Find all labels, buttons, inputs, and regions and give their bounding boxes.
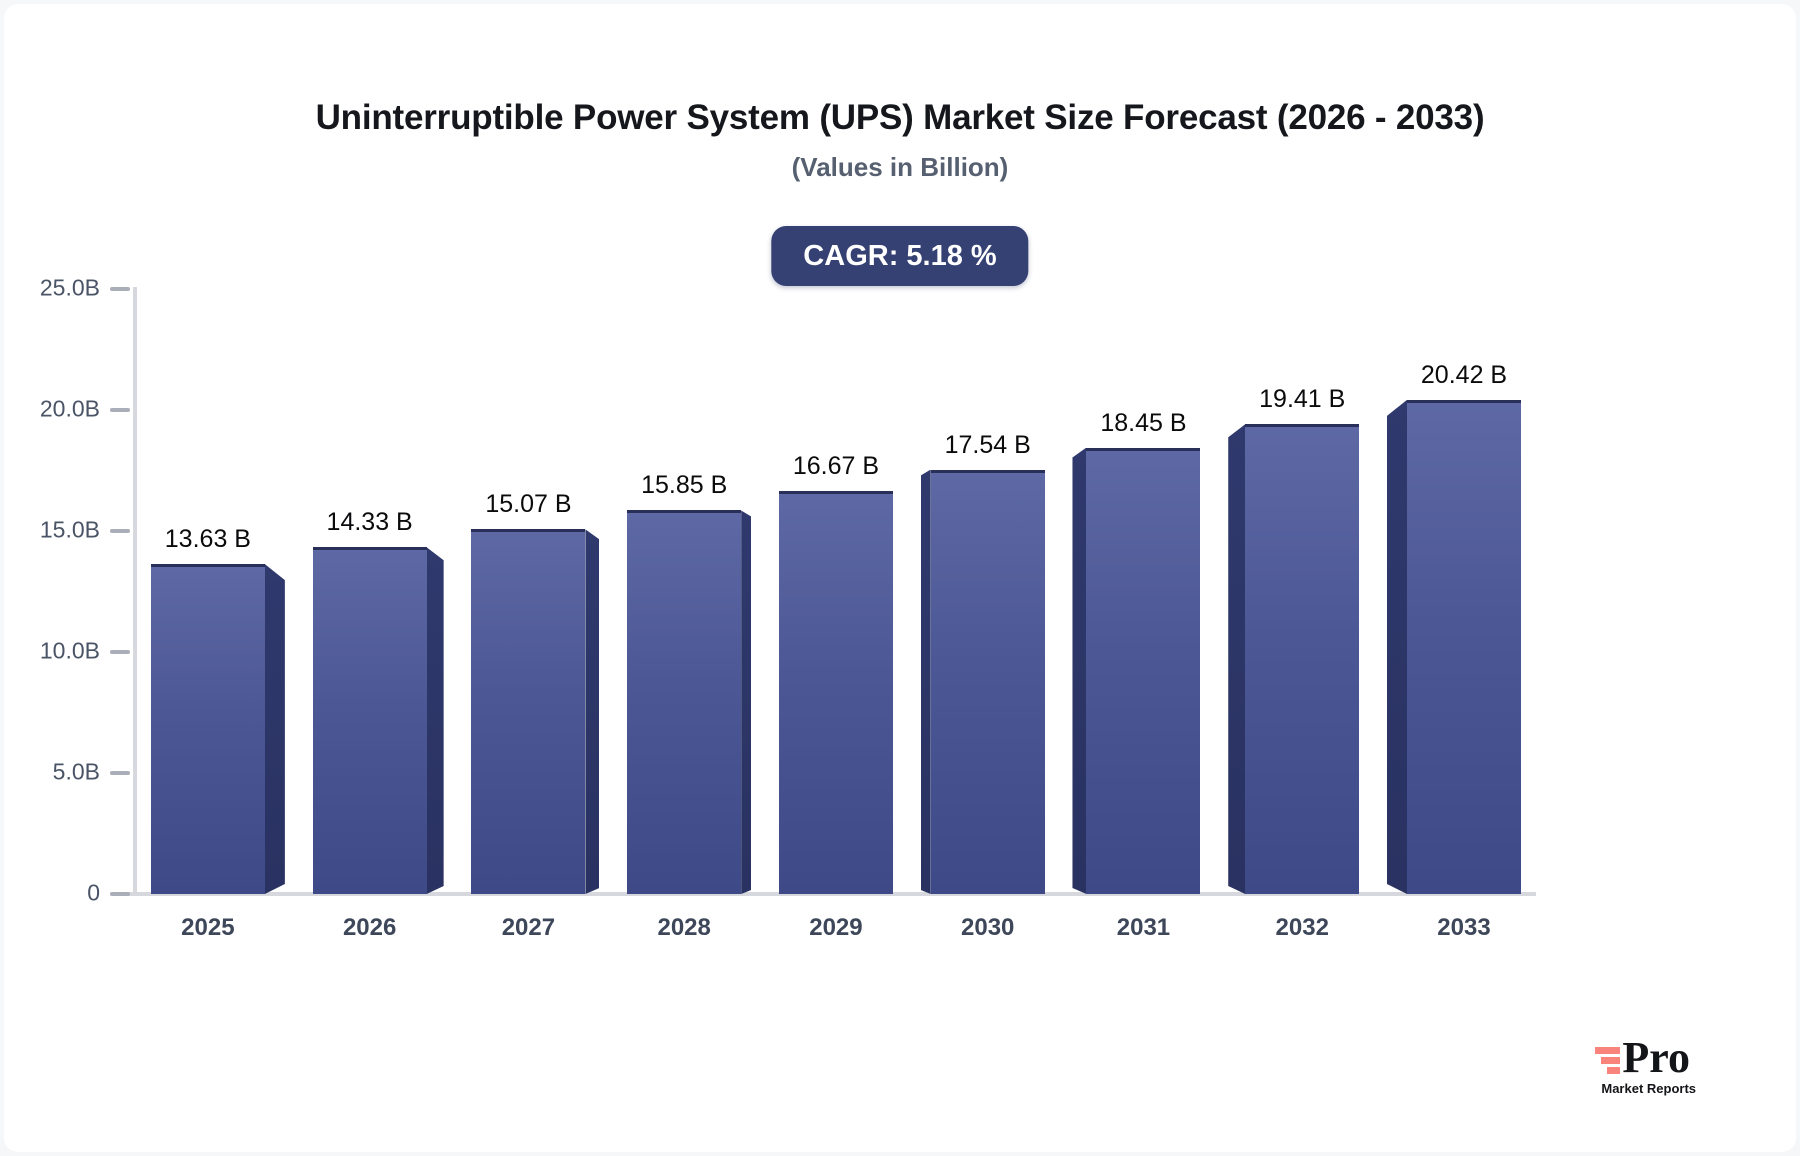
bar-3d-side-face: [427, 547, 444, 894]
bar-value-label: 20.42 B: [1420, 360, 1508, 389]
bars-row: 13.63 B 2025 14.33 B 2026 15.07 B 2027 15.85 B…: [137, 289, 1535, 941]
x-axis-label: 2030: [961, 914, 1015, 941]
y-tick-mark: [110, 408, 130, 412]
bar-value-label: 13.63 B: [164, 525, 251, 554]
bar-group-2026: 14.33 B 2026: [312, 508, 444, 941]
bar-3d-side-face: [1228, 424, 1245, 894]
chart-card: Uninterruptible Power System (UPS) Marke…: [4, 4, 1796, 1152]
chart-subtitle: (Values in Billion): [791, 152, 1009, 182]
bar-3d-side-face: [585, 529, 599, 894]
bar: [921, 469, 1045, 894]
bar-value-label: 15.85 B: [641, 471, 728, 500]
bar: [1228, 424, 1360, 894]
y-tick-mark: [110, 771, 130, 775]
bar-front-face: [930, 469, 1045, 894]
bar-3d-side-face: [921, 470, 931, 894]
bar: [471, 529, 599, 894]
bar-value-label: 14.33 B: [326, 508, 413, 537]
bar-group-2031: 18.45 B 2031: [1072, 408, 1201, 941]
bar-value-label: 17.54 B: [944, 430, 1031, 459]
speed-line: [1595, 1046, 1621, 1054]
y-tick-label: 0: [87, 879, 100, 906]
bar: [778, 490, 893, 894]
x-axis-label: 2033: [1437, 914, 1491, 941]
speed-line: [1607, 1066, 1621, 1074]
bar: [1072, 447, 1201, 894]
bar-front-face: [627, 510, 742, 894]
bar-3d-side-face: [265, 564, 285, 894]
x-axis-label: 2032: [1275, 914, 1329, 941]
bar-value-label: 18.45 B: [1100, 408, 1187, 437]
y-tick-label: 5.0B: [52, 758, 100, 785]
x-axis-label: 2025: [181, 914, 235, 941]
speed-lines-icon: [1595, 1046, 1621, 1074]
y-tick-label: 20.0B: [39, 395, 100, 422]
bar-front-face: [312, 547, 427, 894]
x-axis-line: [120, 892, 1536, 896]
bar: [627, 510, 751, 894]
x-axis-label: 2026: [342, 914, 397, 941]
x-axis-label: 2028: [657, 914, 711, 941]
bar-group-2029: 16.67 B 2029: [778, 451, 893, 941]
chart-title: Uninterruptible Power System (UPS) Marke…: [315, 98, 1485, 137]
bar-group-2025: 13.63 B 2025: [150, 525, 285, 941]
bar-3d-side-face: [1387, 400, 1407, 894]
x-axis-label: 2027: [501, 914, 556, 941]
bar-group-2033: 20.42 B 2033: [1387, 360, 1521, 941]
bar-value-label: 15.07 B: [485, 490, 572, 519]
bar-front-face: [471, 529, 586, 894]
y-tick-mark: [110, 650, 130, 654]
bar-3d-side-face: [741, 510, 751, 894]
bar: [312, 547, 444, 894]
cagr-badge: CAGR: 5.18 %: [771, 226, 1029, 286]
bar-front-face: [778, 490, 893, 894]
y-tick-mark: [110, 892, 130, 896]
y-tick-mark: [110, 287, 130, 291]
y-tick-label: 25.0B: [39, 274, 100, 301]
brand-logo: Pro Market Reports: [1595, 1033, 1696, 1096]
speed-line: [1601, 1056, 1621, 1064]
bar-3d-side-face: [1072, 448, 1086, 894]
bar-group-2027: 15.07 B 2027: [471, 490, 599, 941]
bar-chart: 25.0B 20.0B 15.0B 10.0B 5.0B 0 13.63 B 2025 14.…: [4, 274, 1796, 1029]
x-axis-label: 2029: [809, 914, 863, 941]
y-tick-label: 15.0B: [39, 516, 100, 543]
bar: [150, 564, 285, 894]
y-tick-label: 10.0B: [39, 637, 100, 664]
bar-front-face: [1086, 447, 1201, 894]
y-tick-mark: [110, 529, 130, 533]
bar-front-face: [1407, 399, 1521, 894]
logo-wordmark: Pro: [1595, 1033, 1696, 1083]
bar-group-2032: 19.41 B 2032: [1228, 385, 1360, 941]
bar-front-face: [1245, 424, 1360, 894]
bar-group-2030: 17.54 B 2030: [921, 430, 1045, 941]
bar-front-face: [150, 564, 265, 894]
logo-subtext: Market Reports: [1601, 1081, 1696, 1096]
bar-value-label: 19.41 B: [1259, 385, 1346, 414]
bar: [1387, 399, 1521, 894]
bar-group-2028: 15.85 B 2028: [627, 471, 751, 941]
y-axis-line: [133, 287, 137, 896]
logo-name: Pro: [1622, 1033, 1690, 1083]
bar-value-label: 16.67 B: [792, 451, 880, 480]
x-axis-label: 2031: [1116, 914, 1171, 941]
